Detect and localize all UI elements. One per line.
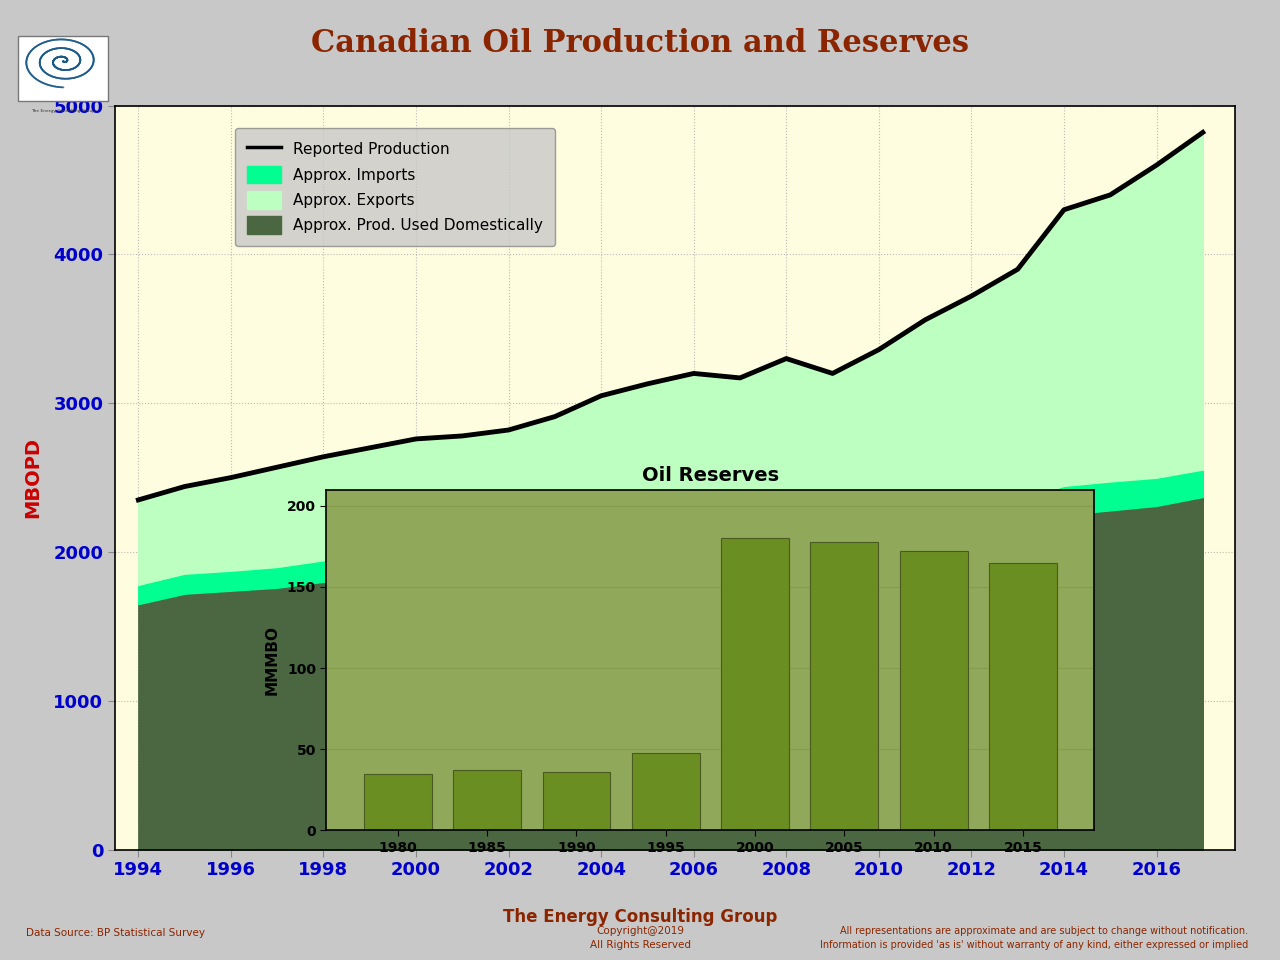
- Bar: [810, 541, 878, 830]
- Text: All Rights Reserved: All Rights Reserved: [590, 940, 690, 949]
- Text: The Energy Consulting Group: The Energy Consulting Group: [503, 908, 777, 925]
- Bar: [543, 772, 611, 830]
- Bar: [900, 551, 968, 830]
- Legend: Reported Production, Approx. Imports, Approx. Exports, Approx. Prod. Used Domest: Reported Production, Approx. Imports, Ap…: [234, 128, 556, 246]
- Text: Data Source: BP Statistical Survey: Data Source: BP Statistical Survey: [26, 928, 205, 938]
- Bar: [453, 770, 521, 830]
- Bar: [721, 539, 788, 830]
- Title: Oil Reserves: Oil Reserves: [641, 467, 780, 485]
- Text: The Energy Consulting Group: The Energy Consulting Group: [31, 109, 95, 113]
- Text: Canadian Oil Production and Reserves: Canadian Oil Production and Reserves: [311, 28, 969, 59]
- Text: Information is provided 'as is' without warranty of any kind, either expressed o: Information is provided 'as is' without …: [819, 940, 1248, 949]
- Bar: [989, 563, 1057, 830]
- Text: Copyright@2019: Copyright@2019: [596, 926, 684, 936]
- Y-axis label: MMMBO: MMMBO: [265, 625, 280, 695]
- Y-axis label: MBOPD: MBOPD: [23, 437, 42, 518]
- Text: All representations are approximate and are subject to change without notificati: All representations are approximate and …: [840, 926, 1248, 936]
- Bar: [18, 36, 109, 101]
- Bar: [364, 774, 431, 830]
- Bar: [632, 753, 700, 830]
